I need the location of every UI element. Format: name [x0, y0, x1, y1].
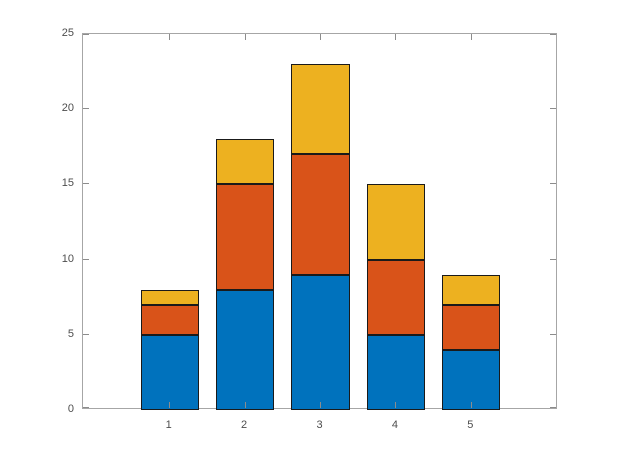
y-tick-mark-left: [83, 108, 89, 110]
x-tick-mark-bottom: [169, 402, 171, 408]
x-tick-mark-top: [395, 34, 397, 40]
x-tick-mark-bottom: [470, 402, 472, 408]
x-tick-label: 2: [241, 419, 248, 431]
y-tick-mark-left: [83, 407, 89, 408]
bar-1-segment-yellow: [140, 289, 199, 305]
x-tick-mark-bottom: [395, 402, 397, 408]
y-tick-label: 20: [61, 102, 74, 115]
bar-2-segment-orange: [216, 184, 275, 290]
x-tick-label: 4: [391, 419, 398, 431]
bar-1-segment-blue: [140, 334, 199, 410]
x-tick-mark-top: [244, 34, 246, 40]
bar-5-segment-blue: [442, 349, 501, 410]
bar-3-segment-yellow: [291, 64, 350, 155]
x-tick-label: 1: [165, 419, 172, 431]
x-tick-label: 5: [467, 419, 474, 431]
y-tick-mark-left: [83, 258, 89, 260]
y-tick-mark-left: [83, 34, 89, 35]
y-tick-mark-right: [550, 407, 556, 408]
bar-2-segment-blue: [216, 289, 275, 410]
x-tick-mark-bottom: [320, 402, 321, 408]
bar-3-segment-blue: [291, 274, 350, 410]
bar-3-segment-orange: [291, 154, 350, 275]
y-tick-mark-right: [550, 34, 556, 35]
bar-2-segment-yellow: [216, 139, 275, 185]
y-tick-mark-left: [83, 333, 89, 335]
y-tick-label: 10: [61, 252, 74, 265]
x-tick-mark-bottom: [244, 402, 246, 408]
y-tick-mark-left: [83, 183, 89, 185]
y-tick-label: 5: [67, 327, 74, 340]
y-tick-label: 0: [67, 403, 74, 415]
y-tick-mark-right: [550, 333, 556, 335]
y-tick-mark-right: [550, 258, 556, 260]
bar-5-segment-orange: [442, 304, 501, 350]
bar-1-segment-orange: [140, 304, 199, 335]
bar-4-segment-yellow: [366, 184, 425, 260]
plot-area: [82, 33, 557, 410]
x-tick-mark-top: [320, 34, 321, 40]
x-tick-mark-top: [470, 34, 472, 40]
x-tick-mark-top: [169, 34, 171, 40]
bar-4-segment-blue: [366, 334, 425, 410]
bar-4-segment-orange: [366, 259, 425, 335]
y-tick-label: 15: [61, 177, 74, 190]
x-tick-label: 3: [316, 419, 323, 431]
y-tick-label: 25: [61, 27, 74, 39]
bar-5-segment-yellow: [442, 274, 501, 305]
y-tick-mark-right: [550, 183, 556, 185]
y-tick-mark-right: [550, 108, 556, 110]
